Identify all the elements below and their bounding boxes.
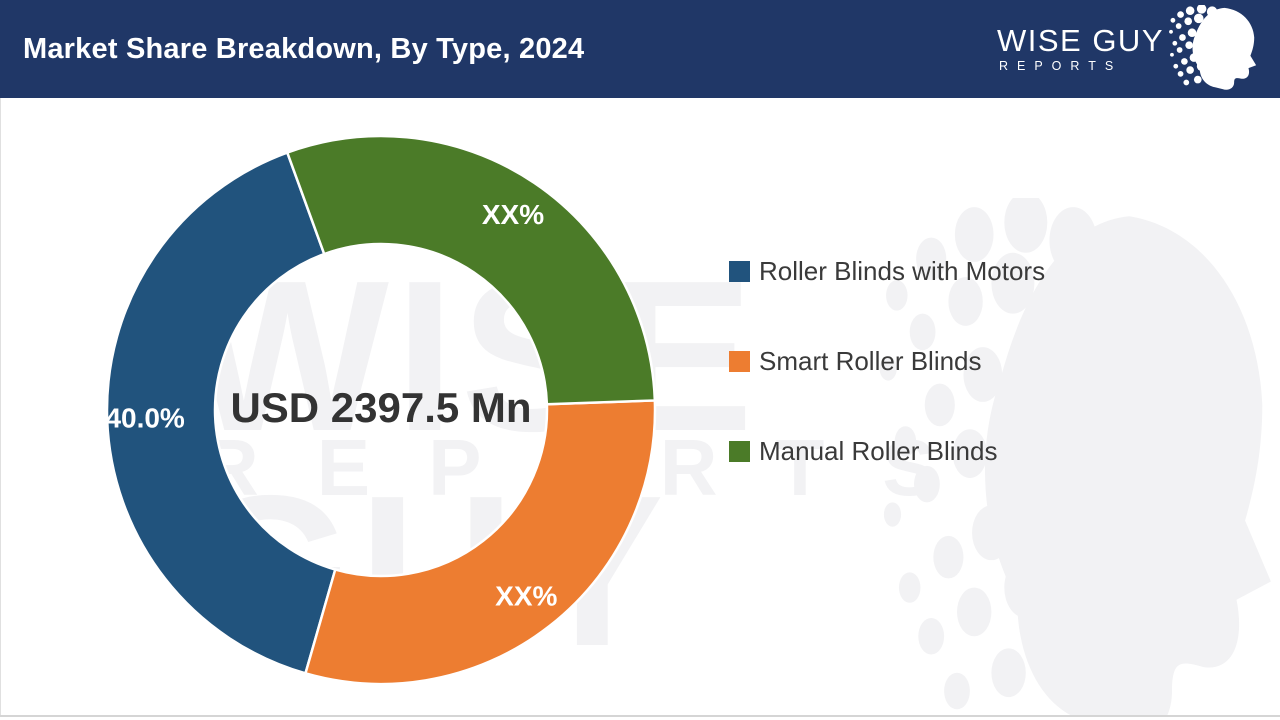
- logo-face-icon: [1169, 5, 1257, 90]
- legend-label: Roller Blinds with Motors: [759, 255, 1046, 286]
- logo-subtext: REPORTS: [998, 59, 1123, 74]
- segment-value-label-manual-roller-blinds: XX%: [482, 199, 544, 230]
- bottom-divider: [0, 715, 1280, 717]
- legend-item-smart-roller-blinds: Smart Roller Blinds: [729, 346, 1045, 376]
- donut-segment-smart-roller-blinds: [304, 399, 657, 686]
- legend-swatch-green: [729, 440, 750, 462]
- legend-item-manual-roller-blinds: Manual Roller Blinds: [729, 436, 1045, 466]
- logo-text: WISE GUY REPORTS: [997, 25, 1164, 73]
- segment-value-label-smart-roller-blinds: XX%: [495, 580, 557, 611]
- legend-item-roller-blinds-with-motors: Roller Blinds with Motors: [729, 256, 1045, 286]
- donut-segment-manual-roller-blinds: [286, 134, 657, 406]
- legend: Roller Blinds with Motors Smart Roller B…: [729, 256, 1045, 526]
- wise-guy-logo: WISE GUY REPORTS: [997, 5, 1264, 93]
- page-title: Market Share Breakdown, By Type, 2024: [23, 32, 585, 65]
- legend-swatch-orange: [729, 350, 750, 372]
- donut-chart: 40.0% XX% XX%: [105, 134, 657, 686]
- donut-segment-roller-blinds-with-motors: [105, 151, 337, 675]
- donut-center-value: USD 2397.5 Mn: [230, 384, 532, 431]
- segment-value-label-roller-blinds-with-motors: 40.0%: [105, 403, 184, 434]
- header: Market Share Breakdown, By Type, 2024 WI…: [0, 0, 1280, 98]
- legend-swatch-blue: [729, 260, 750, 282]
- legend-label: Smart Roller Blinds: [759, 345, 982, 376]
- chart-canvas: WISE GUY REPORTS 40.0%XX%XX% USD 2397.5 …: [0, 98, 1280, 716]
- legend-label: Manual Roller Blinds: [759, 435, 998, 466]
- logo-wordmark: WISE GUY: [996, 23, 1164, 59]
